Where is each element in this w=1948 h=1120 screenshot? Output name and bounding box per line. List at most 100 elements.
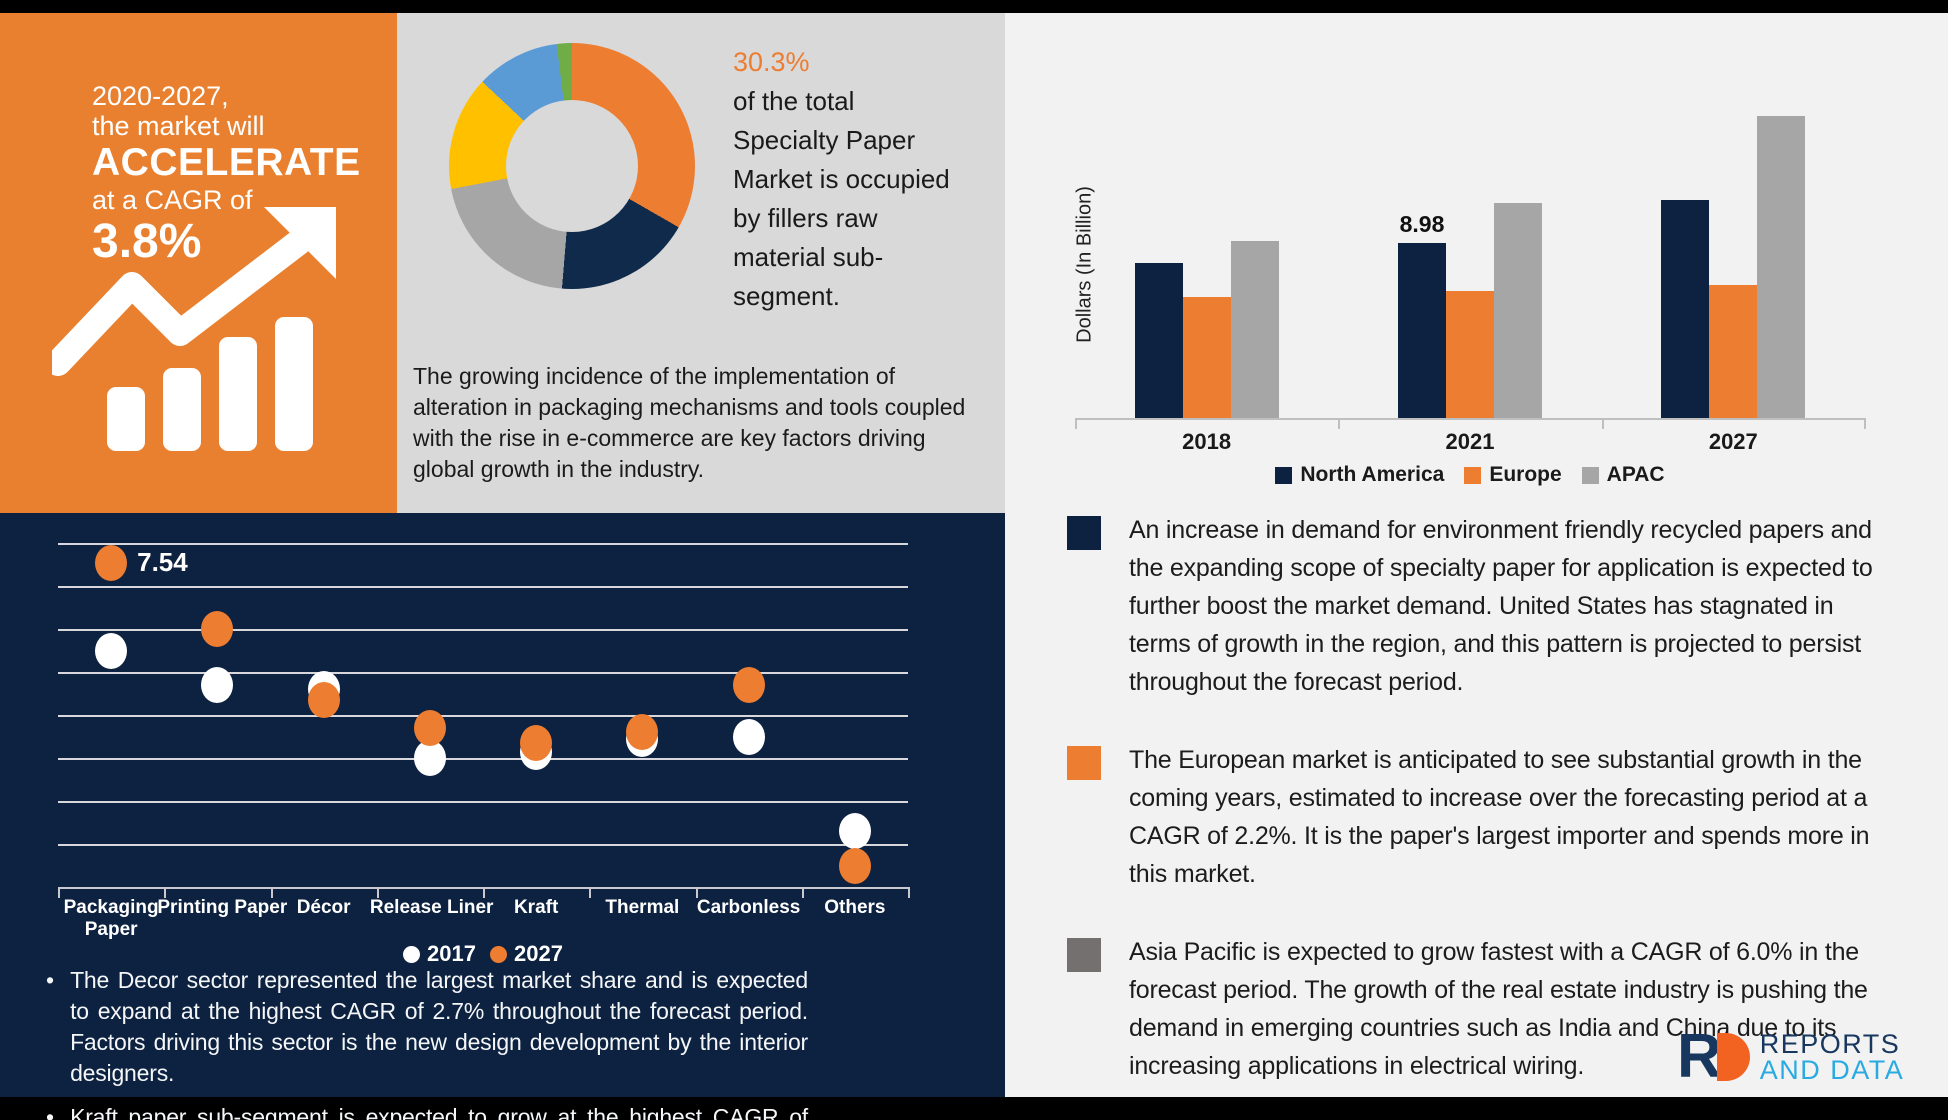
dot-x-label-packaging-paper: Packaging Paper: [63, 897, 159, 940]
gridline: [58, 543, 908, 545]
dot-2027-carbonless: [732, 666, 765, 703]
bar-apac-2027: [1757, 116, 1806, 418]
cagr-line-atcagr: at a CAGR of: [92, 185, 253, 215]
gridline: [58, 758, 908, 760]
dot-2027-décor: [307, 681, 340, 718]
bar-europe-2018: [1182, 297, 1231, 418]
axis-tick: [1338, 420, 1340, 429]
north-america-swatch-icon: [1275, 466, 1293, 484]
dot-2027-release-liner: [413, 709, 446, 746]
cagr-line-rate: 3.8%: [92, 215, 202, 268]
dot-2027-printing-paper: [201, 611, 234, 647]
bullet-decor: • The Decor sector represented the large…: [46, 965, 808, 1089]
fillers-stat: 30.3% of the total Specialty Paper Marke…: [733, 43, 995, 316]
fillers-stat-line: by fillers raw: [733, 203, 878, 233]
orange-square-icon: [1067, 746, 1101, 780]
dot-2027-kraft: [520, 724, 553, 761]
axis-tick: [58, 887, 60, 898]
logo-and-data: AND DATA: [1759, 1055, 1905, 1085]
dot-x-label-carbonless: Carbonless: [696, 897, 801, 918]
bar-x-label-2027: 2027: [1708, 429, 1758, 454]
navy-square-icon: [1067, 516, 1101, 550]
axis-tick: [908, 887, 910, 898]
bar-group-2018: [1134, 241, 1279, 418]
bar-north-america-2018: [1134, 263, 1183, 418]
dot-2017-printing-paper: [201, 666, 234, 703]
dot-2027-packaging-paper: [95, 544, 128, 581]
legend-item-2017: 2017: [403, 941, 476, 967]
bar-north-america-2021: 8.98: [1397, 211, 1446, 418]
bar-group-2027: [1661, 116, 1806, 418]
fillers-stat-value: 30.3%: [733, 47, 810, 77]
rd-logo-mark: R: [1677, 1022, 1750, 1091]
cagr-line-accelerate: ACCELERATE: [92, 141, 361, 184]
year-2017-dot-icon: [403, 945, 421, 963]
dot-x-label-kraft: Kraft: [513, 897, 559, 918]
dot-chart-legend: 2017 2027: [58, 941, 908, 967]
gridline: [58, 629, 908, 631]
insight-north-america: An increase in demand for environment fr…: [1067, 511, 1927, 701]
regional-insights: An increase in demand for environment fr…: [1067, 511, 1927, 1120]
regional-panel: Dollars (In Billion) 8.98 2018 2021 2027 N…: [1005, 13, 1948, 1097]
dot-x-label-décor: Décor: [296, 897, 351, 918]
legend-label: North America: [1300, 463, 1445, 486]
logo-wordmark: REPORTS AND DATA: [1759, 1031, 1905, 1085]
axis-tick: [483, 887, 485, 898]
bar-x-label-2021: 2021: [1445, 429, 1495, 454]
dot-data-label: 7.54: [137, 546, 188, 577]
dot-x-label-others: Others: [824, 897, 886, 918]
insight-text: An increase in demand for environment fr…: [1129, 516, 1873, 696]
dot-x-label-thermal: Thermal: [605, 897, 680, 918]
bar-chart-x-labels: 2018 2021 2027: [1075, 429, 1865, 455]
segment-dot-chart: Packaging Paper Printing Paper Décor Releas…: [0, 513, 1005, 1097]
axis-tick: [1075, 420, 1077, 429]
cagr-panel: 2020-2027, the market will ACCELERATE at…: [0, 13, 397, 513]
axis-tick: [270, 887, 273, 898]
gridline: [58, 844, 908, 846]
cagr-headline: 2020-2027, the market will ACCELERATE at…: [92, 81, 361, 269]
cagr-line-years: 2020-2027,: [92, 81, 229, 111]
segment-bullets: • The Decor sector represented the large…: [46, 965, 808, 1120]
dot-x-label-printing-paper: Printing Paper: [157, 897, 288, 918]
dot-2027-thermal: [626, 714, 659, 751]
dot-2017-carbonless: [732, 718, 765, 755]
legend-label: 2027: [514, 941, 563, 966]
gridline: [58, 672, 908, 674]
bar-x-label-2018: 2018: [1182, 429, 1232, 454]
bar-chart-x-axis: [1075, 418, 1866, 429]
logo-letter-r: R: [1677, 1022, 1722, 1091]
market-drivers-paragraph: The growing incidence of the implementat…: [413, 363, 966, 482]
bar-data-label: 8.98: [1399, 211, 1445, 237]
legend-label: 2017: [427, 941, 476, 966]
dot-2017-others: [838, 813, 871, 850]
insight-europe: The European market is anticipated to se…: [1067, 741, 1927, 893]
legend-item-north-america: North America: [1275, 463, 1444, 487]
bullet-icon: •: [46, 1104, 55, 1120]
bullet-kraft: • Kraft paper sub-segment is expected to…: [46, 1102, 808, 1120]
dot-2027-others: [838, 847, 871, 884]
cagr-line-market: the market will: [92, 111, 265, 141]
europe-swatch-icon: [1464, 466, 1482, 484]
axis-tick: [376, 887, 379, 898]
dot-2017-packaging-paper: [95, 632, 128, 669]
insight-text: The European market is anticipated to se…: [1129, 746, 1870, 888]
bar-apac-2018: [1230, 241, 1279, 418]
reports-and-data-logo: R REPORTS AND DATA: [1677, 1022, 1905, 1091]
gray-square-icon: [1067, 938, 1101, 972]
axis-tick: [1864, 420, 1866, 429]
legend-item-apac: APAC: [1581, 463, 1665, 487]
gridline: [58, 801, 908, 803]
axis-tick: [589, 887, 592, 898]
year-2027-dot-icon: [490, 945, 507, 963]
growth-arrow-icon: [52, 207, 336, 451]
fillers-stat-line: Specialty Paper: [733, 125, 916, 155]
fillers-stat-line: of the total: [733, 86, 855, 116]
legend-item-europe: Europe: [1464, 463, 1562, 487]
axis-tick: [695, 887, 698, 898]
axis-tick: [801, 887, 804, 898]
fillers-stat-line: segment.: [733, 281, 840, 311]
donut-hole: [506, 100, 638, 232]
bullet-text: The Decor sector represented the largest…: [70, 967, 808, 1086]
regional-bar-chart: 8.98: [1075, 108, 1865, 418]
dot-2017-release-liner: [413, 740, 446, 776]
